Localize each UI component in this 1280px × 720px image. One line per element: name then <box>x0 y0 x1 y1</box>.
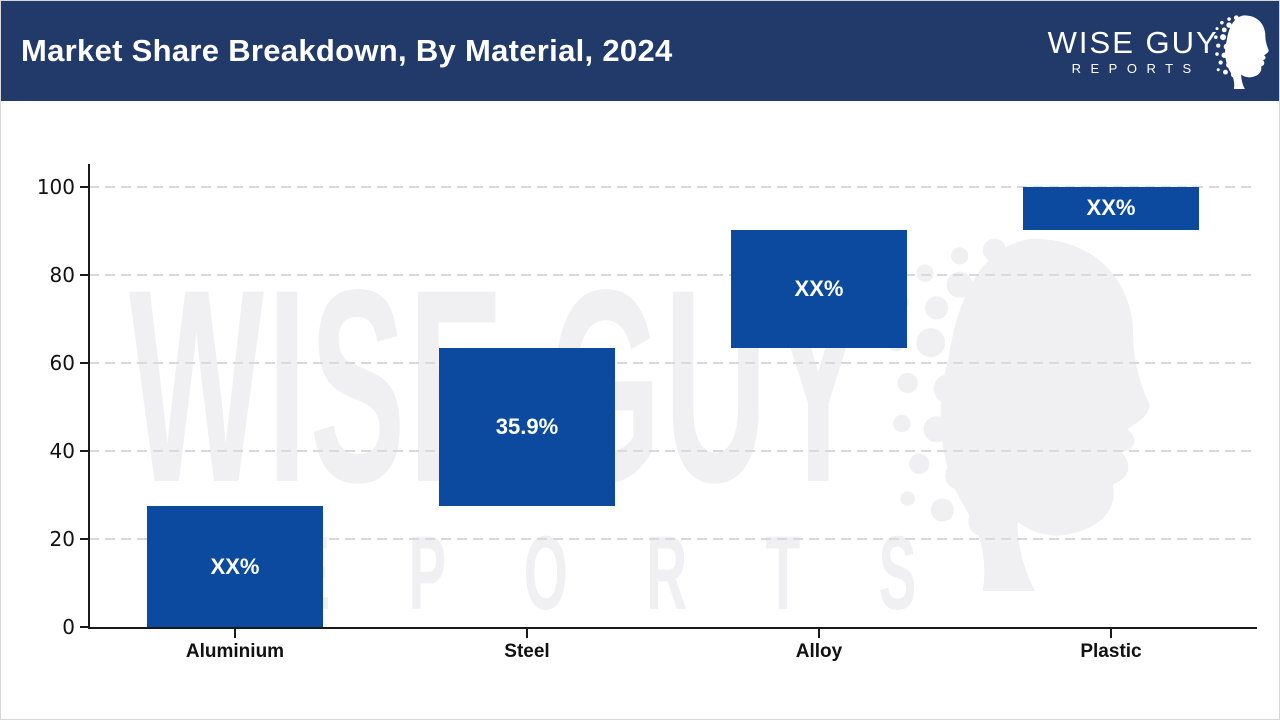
x-tick-label: Alloy <box>795 641 843 662</box>
bar-plastic: XX% <box>1023 186 1199 231</box>
bar-value-label: XX% <box>794 276 844 302</box>
header: Market Share Breakdown, By Material, 202… <box>1 1 1279 101</box>
y-tick-mark <box>80 274 89 276</box>
x-axis-line <box>88 627 1257 629</box>
plot: 0 20 40 60 80 100 Aluminium XX% Steel 35.9% Alloy X… <box>1 101 1279 719</box>
x-tick-mark <box>1110 629 1112 638</box>
x-tick-label: Plastic <box>1080 641 1142 662</box>
gridline <box>89 450 1254 452</box>
y-tick-label: 40 <box>49 439 75 463</box>
y-tick-mark <box>80 450 89 452</box>
y-tick-mark <box>80 538 89 540</box>
y-tick-label: 80 <box>49 263 75 287</box>
bar-steel: 35.9% <box>439 348 615 507</box>
gridline <box>89 274 1254 276</box>
y-tick-label: 0 <box>62 615 75 639</box>
gridline <box>89 362 1254 364</box>
x-tick-mark <box>234 629 236 638</box>
y-tick-label: 100 <box>36 175 75 199</box>
brand-logo: WISE GUY REPORTS <box>1048 13 1271 89</box>
y-tick-mark <box>80 186 89 188</box>
x-tick-mark <box>818 629 820 638</box>
bar-aluminium: XX% <box>147 506 323 627</box>
x-tick-mark <box>526 629 528 638</box>
bar-value-label: XX% <box>210 553 260 579</box>
y-tick-label: 60 <box>49 351 75 375</box>
y-tick-label: 20 <box>49 527 75 551</box>
gridline <box>89 538 1254 540</box>
gridline <box>89 186 1254 188</box>
x-tick-label: Steel <box>504 641 550 662</box>
bar-value-label: XX% <box>1086 195 1136 221</box>
wiseguy-head-icon <box>1211 13 1271 89</box>
page-title: Market Share Breakdown, By Material, 202… <box>21 33 673 68</box>
bar-alloy: XX% <box>731 230 907 349</box>
y-tick-mark <box>80 626 89 628</box>
bar-value-label: 35.9% <box>495 414 559 440</box>
brand-wordmark: WISE GUY <box>1047 25 1219 60</box>
brand-subtitle: REPORTS <box>1071 61 1201 76</box>
brand-text: WISE GUY REPORTS <box>1048 27 1219 75</box>
y-axis-line <box>88 164 90 629</box>
chart-area: WISE GUY R E P O R T S 0 20 40 60 80 100 Alumi… <box>1 101 1279 719</box>
y-tick-mark <box>80 362 89 364</box>
x-tick-label: Aluminium <box>185 641 285 662</box>
